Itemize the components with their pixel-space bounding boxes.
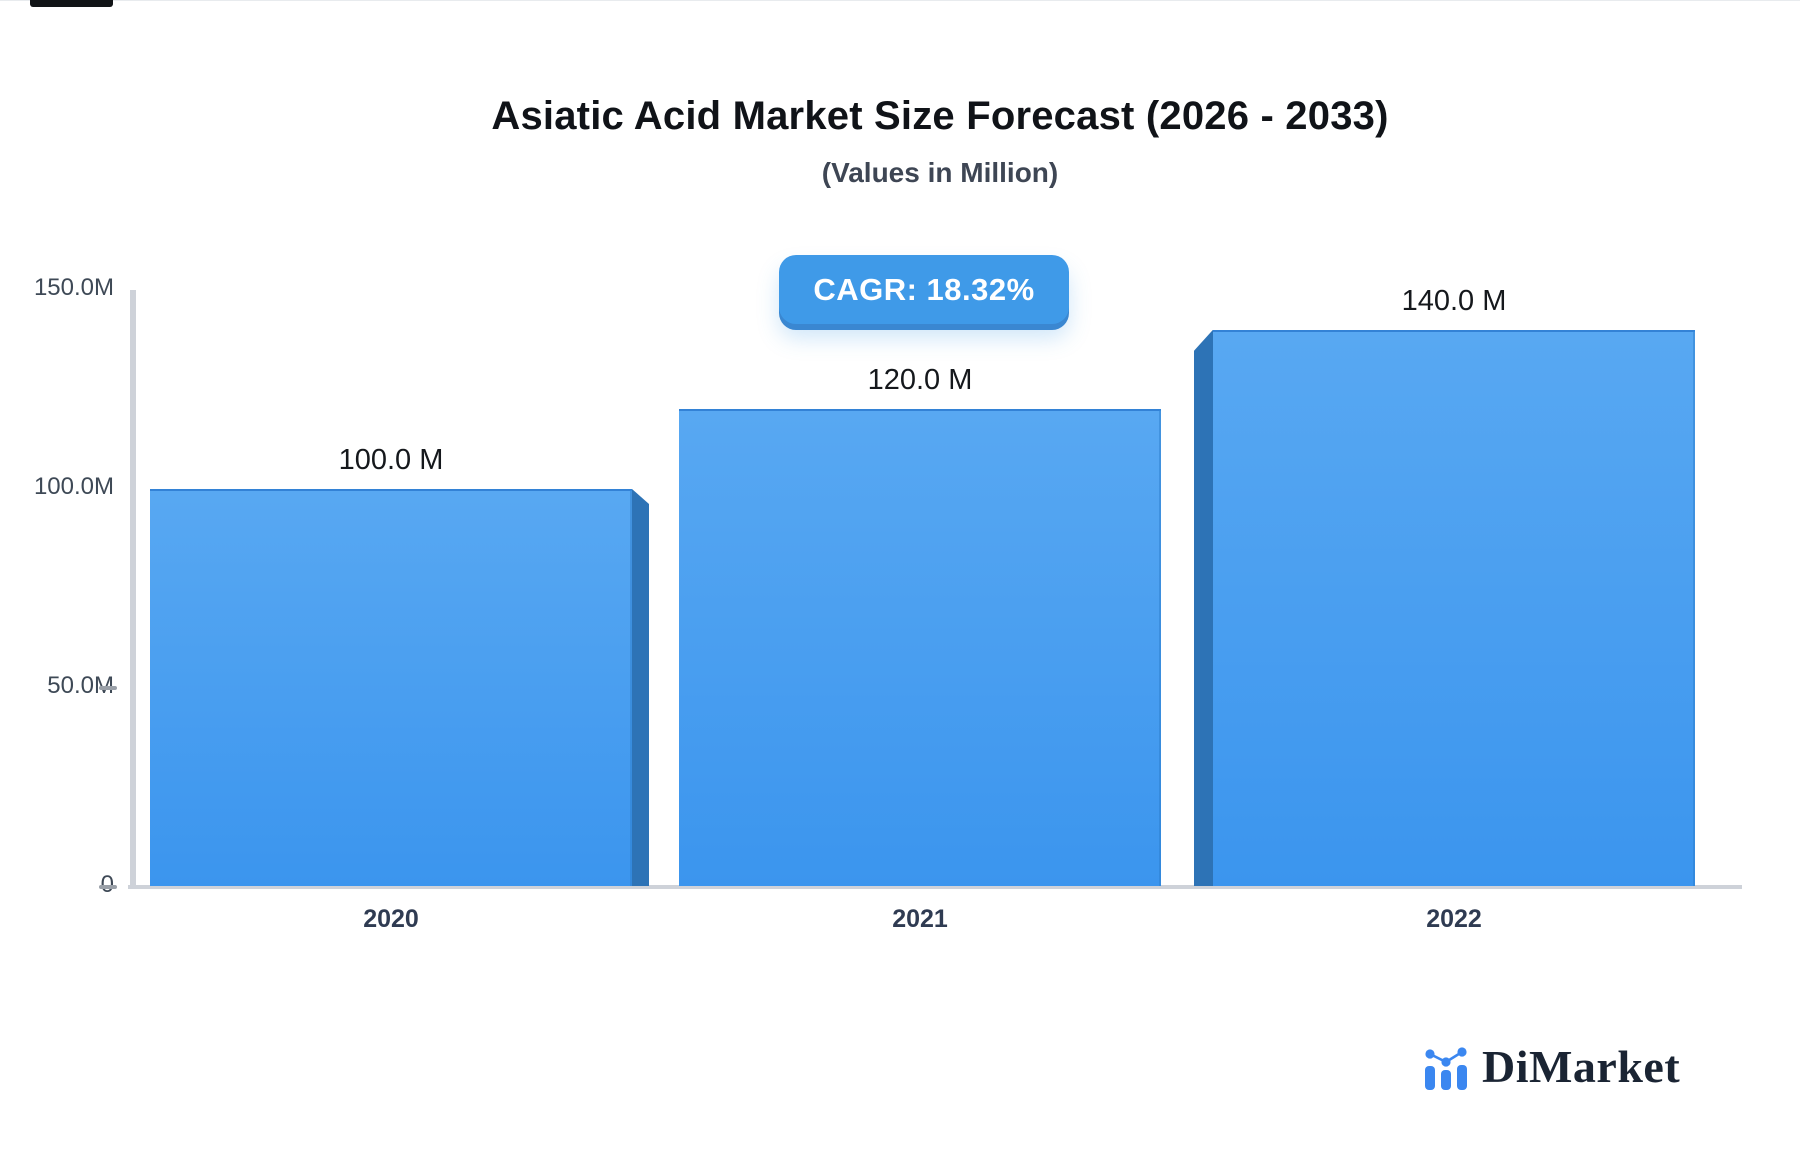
- top-left-artifact: [30, 0, 113, 7]
- y-tick-dash-0: [99, 885, 117, 889]
- x-category-label-2022: 2022: [1426, 905, 1482, 933]
- bar-2020[interactable]: [150, 489, 632, 886]
- bar-side-face-2022: [1194, 329, 1213, 886]
- y-tick-dash-50.0M: [99, 686, 117, 690]
- y-tick-label-150.0M: 150.0M: [33, 274, 114, 301]
- y-tick-label-100.0M: 100.0M: [33, 473, 114, 500]
- chart-header: Asiatic Acid Market Size Forecast (2026 …: [80, 0, 1800, 189]
- y-tick-label-0: 0: [0, 871, 114, 899]
- bar-value-label-2021: 120.0 M: [867, 364, 973, 397]
- x-category-label-2020: 2020: [363, 905, 419, 933]
- y-axis-line: [130, 290, 136, 888]
- bar-value-label-2022: 140.0 M: [1401, 284, 1507, 317]
- cagr-badge: CAGR: 18.32%: [779, 255, 1069, 324]
- x-category-label-2021: 2021: [892, 905, 948, 933]
- bar-2022[interactable]: [1213, 329, 1695, 886]
- y-tick-label-50.0M: 50.0M: [47, 672, 114, 699]
- chart-subtitle: (Values in Million): [821, 157, 1059, 188]
- chart-title: Asiatic Acid Market Size Forecast (2026 …: [491, 94, 1389, 138]
- bar-value-label-2020: 100.0 M: [338, 444, 444, 476]
- cagr-badge-label: CAGR: 18.32%: [813, 271, 1035, 307]
- bar-2021[interactable]: [679, 409, 1161, 886]
- dimarket-wordmark: DiMarket: [1482, 1041, 1681, 1092]
- dimarket-logo: DiMarket: [1424, 1038, 1680, 1096]
- mini-bar-line-chart-icon: [1425, 1047, 1467, 1090]
- x-axis-line: [128, 885, 1742, 889]
- bar-side-face-2020: [632, 489, 649, 886]
